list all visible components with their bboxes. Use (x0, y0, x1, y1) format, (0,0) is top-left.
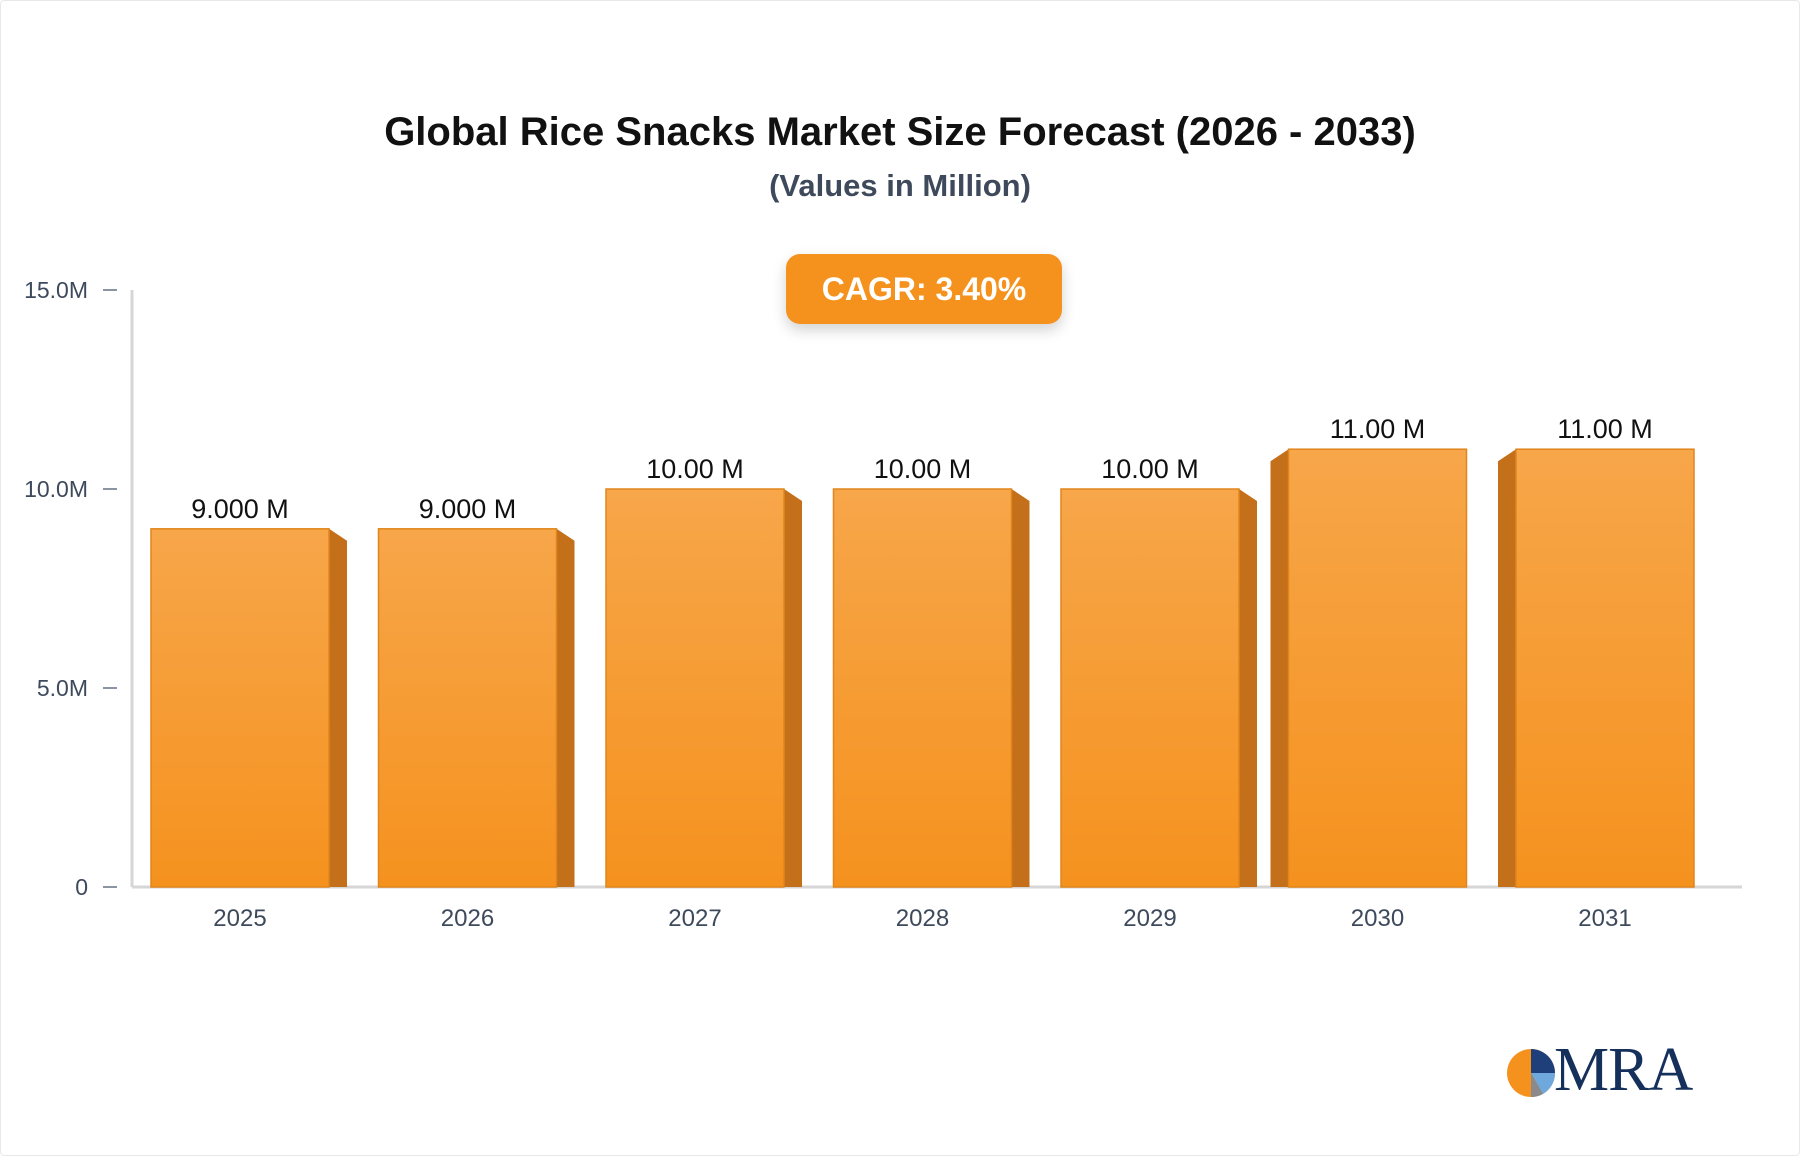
y-tick-label: 0 (75, 874, 88, 900)
data-label: 10.00 M (646, 454, 744, 484)
cagr-badge: CAGR: 3.40% (786, 254, 1062, 324)
chart-title: Global Rice Snacks Market Size Forecast … (384, 110, 1416, 154)
bar-face (605, 488, 785, 888)
mra-logo: MRA (1504, 1036, 1704, 1104)
bar (605, 488, 802, 888)
bar (1060, 488, 1257, 888)
bar (1270, 448, 1468, 888)
bar-side (784, 489, 802, 887)
logo-text: MRA (1554, 1036, 1693, 1104)
chart-subtitle: (Values in Million) (769, 168, 1031, 203)
x-tick-label: 2026 (441, 905, 494, 932)
data-label: 10.00 M (1101, 454, 1199, 484)
y-tick-label: 5.0M (37, 675, 88, 701)
x-tick-label: 2029 (1123, 905, 1176, 932)
data-label: 9.000 M (419, 494, 517, 524)
data-label: 10.00 M (874, 454, 972, 484)
bar-face (832, 488, 1013, 888)
bar-face (150, 528, 330, 888)
x-tick-label: 2031 (1578, 905, 1631, 932)
y-tick-label: 15.0M (24, 277, 88, 303)
bar (377, 528, 575, 888)
bar (832, 488, 1030, 888)
x-tick-label: 2030 (1351, 905, 1404, 932)
data-label: 9.000 M (191, 494, 289, 524)
bar (1498, 448, 1695, 888)
bar-face (1515, 448, 1695, 888)
data-label: 11.00 M (1330, 414, 1426, 444)
bar-side (329, 528, 347, 887)
bar-side (1011, 489, 1030, 887)
bar-side (1498, 449, 1516, 887)
bar-side (1239, 489, 1257, 887)
data-label: 11.00 M (1557, 414, 1653, 444)
bar-face (377, 528, 558, 888)
bar-face (1060, 488, 1240, 888)
pie-logo-icon (1507, 1049, 1556, 1098)
y-tick-label: 10.0M (24, 476, 88, 502)
x-tick-label: 2025 (213, 905, 266, 932)
bar-side (1270, 449, 1289, 887)
x-tick-label: 2027 (668, 905, 721, 932)
bar-side (556, 528, 575, 887)
bar (150, 528, 347, 888)
x-tick-label: 2028 (896, 905, 949, 932)
bar-face (1287, 448, 1468, 888)
